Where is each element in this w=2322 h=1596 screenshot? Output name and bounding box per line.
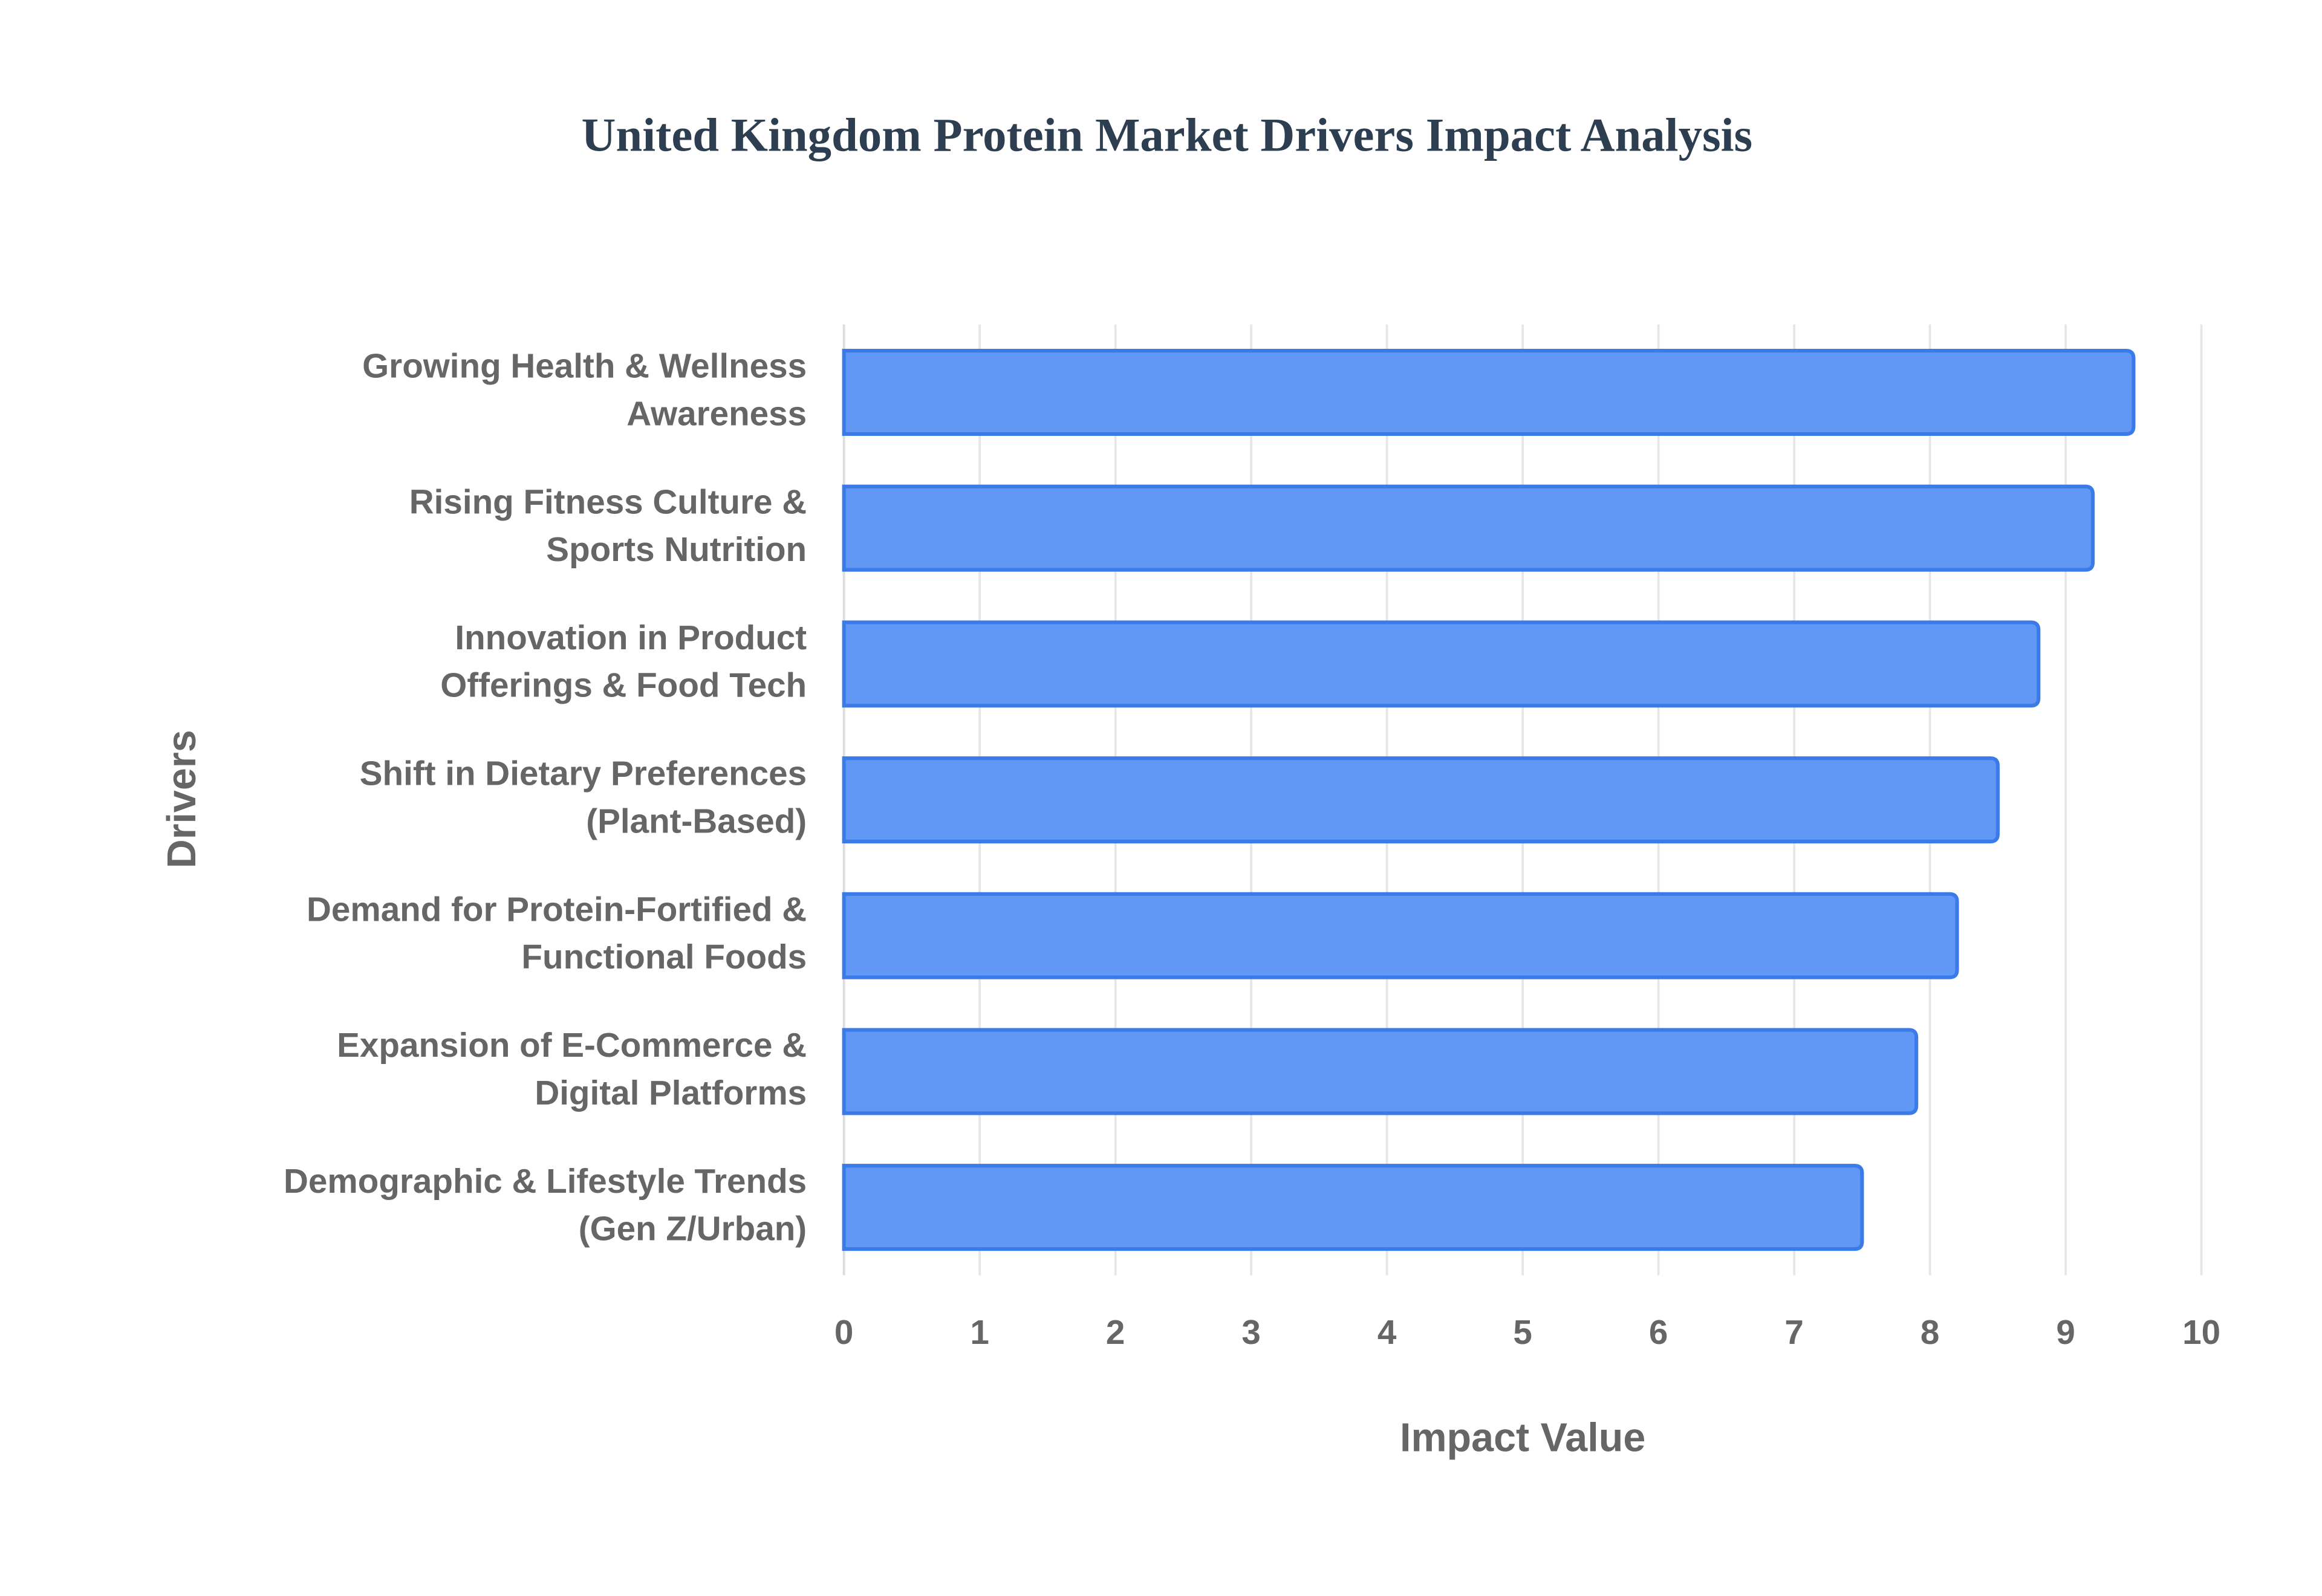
y-tick-label: Demographic & Lifestyle Trends (Gen Z/Urb…	[284, 1162, 807, 1248]
y-tick-label: Innovation in Product Offerings & Food Te…	[440, 618, 807, 704]
x-tick-label: 7	[1784, 1313, 1803, 1351]
y-tick-label: Expansion of E-Commerce & Digital Platfor…	[337, 1026, 807, 1112]
bar	[842, 1164, 1864, 1251]
y-tick-label: Growing Health & Wellness Awareness	[362, 347, 807, 433]
x-tick-label: 10	[2182, 1313, 2220, 1351]
y-tick-label: Rising Fitness Culture & Sports Nutrition	[409, 482, 807, 568]
x-axis-title: Impact Value	[1400, 1415, 1645, 1460]
bar	[842, 1028, 1919, 1115]
y-tick-label: Shift in Dietary Preferences (Plant-Based…	[360, 754, 807, 840]
x-tick-label: 0	[834, 1313, 853, 1351]
bar	[842, 756, 2000, 844]
bar	[842, 620, 2041, 708]
x-tick-label: 9	[2056, 1313, 2075, 1351]
x-tick-label: 8	[1920, 1313, 1939, 1351]
y-axis-title: Drivers	[160, 730, 204, 868]
x-tick-label: 3	[1241, 1313, 1260, 1351]
x-tick-label: 5	[1513, 1313, 1532, 1351]
y-tick-label: Demand for Protein-Fortified & Functional…	[307, 890, 807, 976]
x-tick-label: 2	[1106, 1313, 1125, 1351]
bar	[842, 484, 2095, 572]
x-tick-label: 6	[1649, 1313, 1668, 1351]
x-tick-label: 1	[970, 1313, 989, 1351]
chart-title: United Kingdom Protein Market Drivers Im…	[582, 109, 1753, 161]
bar	[842, 348, 2136, 436]
bar	[842, 892, 1959, 979]
x-tick-label: 4	[1377, 1313, 1397, 1351]
